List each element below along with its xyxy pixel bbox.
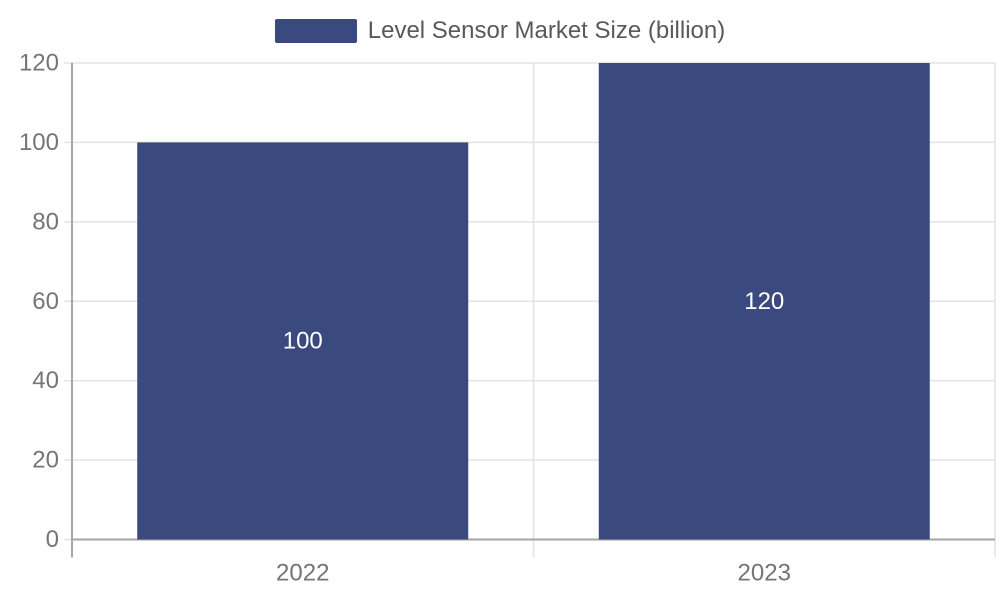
y-tick-label-40: 40 <box>32 367 59 394</box>
y-tick-label-20: 20 <box>32 447 59 474</box>
y-tick-label-120: 120 <box>19 50 59 77</box>
bar-value-label-2023: 120 <box>744 288 784 315</box>
y-tick-label-0: 0 <box>46 526 59 553</box>
bar-value-label-2022: 100 <box>283 327 323 354</box>
x-tick-label-2022: 2022 <box>276 560 329 587</box>
y-tick-label-100: 100 <box>19 129 59 156</box>
legend-label: Level Sensor Market Size (billion) <box>367 17 726 44</box>
legend-swatch <box>274 19 357 43</box>
y-tick-label-80: 80 <box>32 208 59 235</box>
legend[interactable]: Level Sensor Market Size (billion) <box>0 17 1000 45</box>
bar-2023[interactable] <box>598 63 930 540</box>
y-tick-label-60: 60 <box>32 288 59 315</box>
bar-2022[interactable] <box>137 142 469 540</box>
x-tick-label-2023: 2023 <box>738 560 791 587</box>
